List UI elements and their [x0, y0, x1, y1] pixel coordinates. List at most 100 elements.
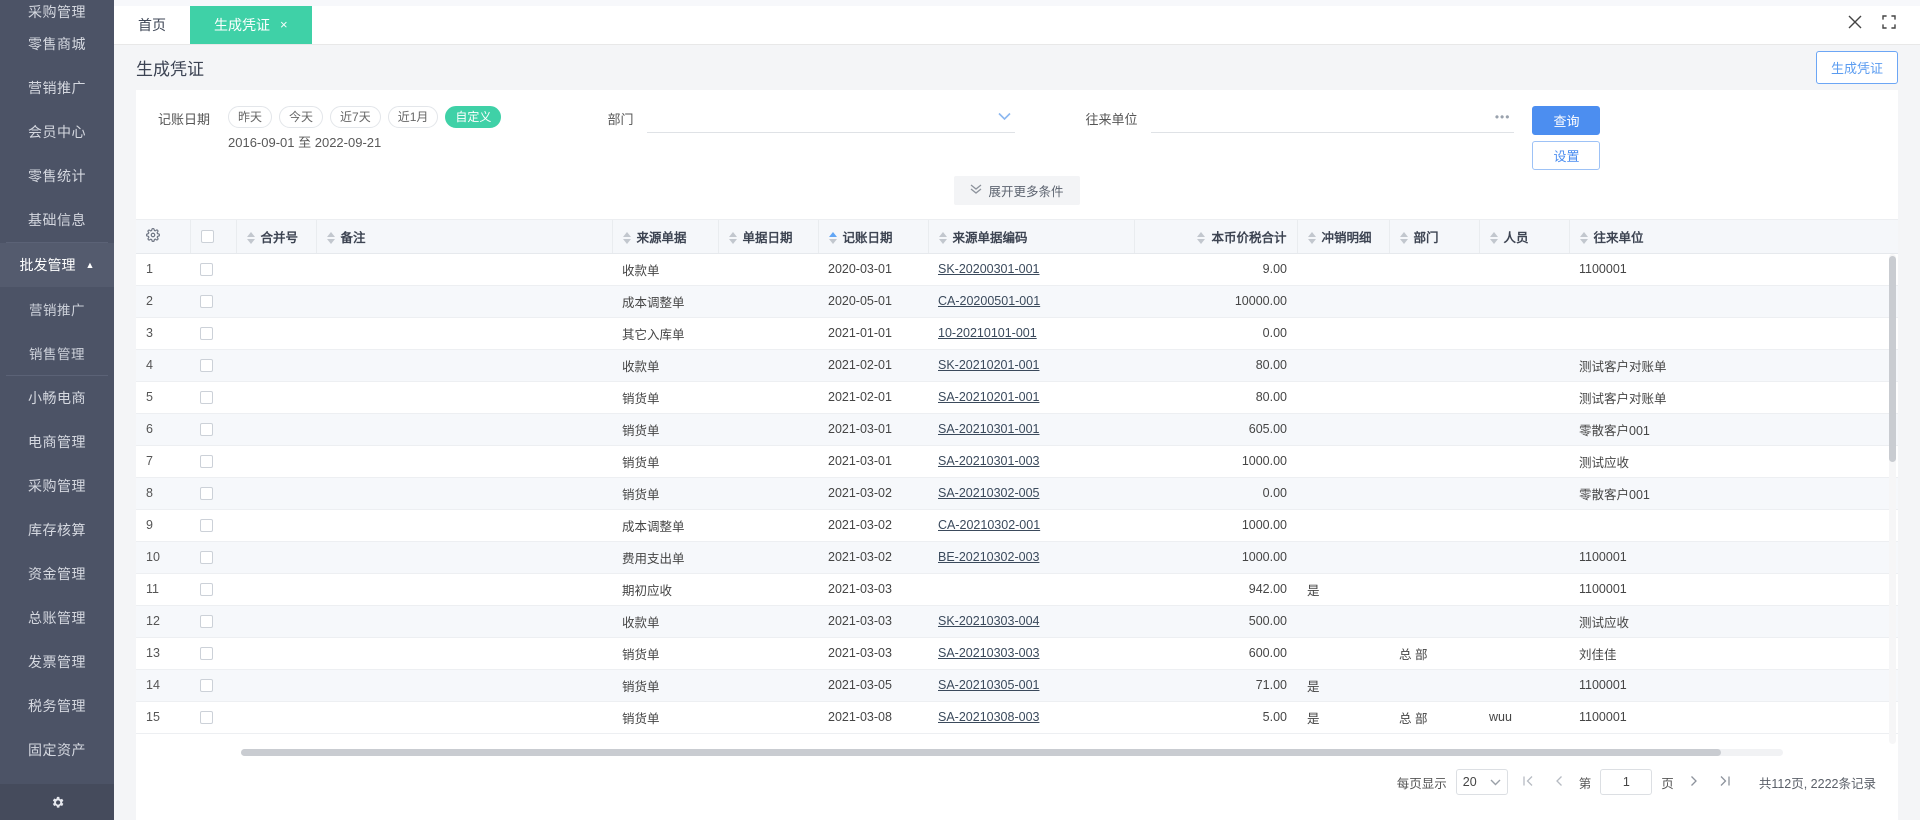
tab-close-icon[interactable]: × — [280, 17, 288, 32]
row-checkbox[interactable] — [200, 263, 213, 277]
row-checkbox[interactable] — [200, 327, 213, 341]
horizontal-scrollbar-thumb[interactable] — [241, 749, 1721, 756]
sidebar-item-9[interactable]: 电商管理 — [0, 420, 114, 464]
sort-icon[interactable] — [1489, 232, 1499, 245]
cell-check[interactable] — [190, 317, 236, 350]
sidebar-item-13[interactable]: 总账管理 — [0, 596, 114, 640]
source-code-link[interactable]: CA-20210302-001 — [938, 518, 1041, 532]
column-header-remark[interactable]: 备注 — [316, 220, 613, 254]
cell-source_code[interactable]: SK-20200301-001 — [928, 253, 1134, 286]
column-header-dept[interactable]: 部门 — [1389, 220, 1480, 254]
cell-source_code[interactable]: SA-20210305-001 — [928, 669, 1134, 702]
dept-input[interactable] — [647, 106, 1016, 133]
date-chip-0[interactable]: 昨天 — [228, 106, 273, 128]
gear-icon[interactable] — [146, 227, 160, 245]
source-code-link[interactable]: SA-20210308-003 — [938, 710, 1040, 724]
column-header-merge_no[interactable]: 合并号 — [236, 220, 317, 254]
source-code-link[interactable]: SA-20210301-001 — [938, 422, 1040, 436]
sidebar-item-8[interactable]: 小畅电商 — [0, 376, 114, 420]
cell-check[interactable] — [190, 669, 236, 702]
sidebar-item-15[interactable]: 税务管理 — [0, 684, 114, 728]
date-chip-4[interactable]: 自定义 — [445, 106, 502, 128]
table-row[interactable]: 3 其它入库单 2021-01-01 10-20210101-001 0.00 — [136, 317, 1898, 350]
select-all-checkbox[interactable] — [200, 230, 214, 244]
source-code-link[interactable]: SA-20210303-003 — [938, 646, 1040, 660]
row-checkbox[interactable] — [200, 647, 213, 661]
cell-check[interactable] — [190, 445, 236, 478]
cell-source_code[interactable]: SA-20210303-003 — [928, 637, 1134, 670]
column-header-person[interactable]: 人员 — [1479, 220, 1570, 254]
page-number-input[interactable] — [1600, 769, 1653, 795]
cell-source_code[interactable]: BE-20210302-003 — [928, 541, 1134, 574]
row-checkbox[interactable] — [200, 359, 213, 373]
cell-source_code[interactable]: 10-20210101-001 — [928, 317, 1134, 350]
sort-icon[interactable] — [1197, 232, 1206, 245]
sort-icon[interactable] — [246, 232, 256, 245]
cell-check[interactable] — [190, 413, 236, 446]
page-first-button[interactable] — [1517, 774, 1539, 790]
sidebar-item-0[interactable]: 零售商城 — [0, 22, 114, 66]
cell-source_code[interactable]: SA-20210302-005 — [928, 477, 1134, 510]
cell-check[interactable] — [190, 509, 236, 542]
table-row[interactable]: 8 销货单 2021-03-02 SA-20210302-005 0.00 零散客户001 — [136, 477, 1898, 510]
vertical-scrollbar-thumb[interactable] — [1889, 256, 1896, 462]
source-code-link[interactable]: 10-20210101-001 — [938, 326, 1037, 340]
column-header-source_doc[interactable]: 来源单据 — [612, 220, 719, 254]
table-row[interactable]: 1 收款单 2020-03-01 SK-20200301-001 9.00 1100001 — [136, 253, 1898, 286]
sidebar-item-7[interactable]: 销售管理 — [0, 331, 114, 375]
source-code-link[interactable]: BE-20210302-003 — [938, 550, 1040, 564]
table-row[interactable]: 13 销货单 2021-03-03 SA-20210303-003 600.00 总 部 刘… — [136, 637, 1898, 670]
source-code-link[interactable]: SK-20210201-001 — [938, 358, 1040, 372]
row-checkbox[interactable] — [200, 679, 213, 693]
row-checkbox[interactable] — [200, 455, 213, 469]
sidebar-item-12[interactable]: 资金管理 — [0, 552, 114, 596]
column-header-doc_date[interactable]: 单据日期 — [718, 220, 819, 254]
sort-icon[interactable] — [938, 232, 948, 245]
row-checkbox[interactable] — [200, 583, 213, 597]
sort-icon[interactable] — [828, 232, 838, 245]
cell-check[interactable] — [190, 381, 236, 414]
cell-check[interactable] — [190, 285, 236, 318]
sidebar-item-16[interactable]: 固定资产 — [0, 728, 114, 772]
sidebar-item-3[interactable]: 零售统计 — [0, 154, 114, 198]
cell-source_code[interactable]: CA-20210302-001 — [928, 509, 1134, 542]
sidebar-settings-button[interactable] — [0, 784, 114, 820]
row-checkbox[interactable] — [200, 551, 213, 565]
sidebar-group-5[interactable]: 批发管理 ▲ — [0, 243, 114, 287]
cell-check[interactable] — [190, 573, 236, 606]
horizontal-scrollbar[interactable] — [136, 746, 1898, 758]
row-checkbox[interactable] — [200, 391, 213, 405]
table-row[interactable]: 6 销货单 2021-03-01 SA-20210301-001 605.00 零散客户0… — [136, 413, 1898, 446]
table-row[interactable]: 9 成本调整单 2021-03-02 CA-20210302-001 1000.00 — [136, 509, 1898, 542]
tab-home[interactable]: 首页 — [114, 5, 190, 44]
page-prev-button[interactable] — [1548, 774, 1570, 790]
table-row[interactable]: 11 期初应收 2021-03-03 942.00 是 1100001 — [136, 573, 1898, 606]
fullscreen-button[interactable] — [1872, 0, 1906, 44]
column-header-amount[interactable]: 本币价税合计 — [1134, 220, 1298, 254]
source-code-link[interactable]: CA-20200501-001 — [938, 294, 1041, 308]
chevron-down-icon[interactable] — [998, 110, 1012, 124]
vertical-scrollbar-track[interactable] — [1889, 254, 1896, 744]
date-chip-3[interactable]: 近1月 — [387, 106, 439, 128]
row-checkbox[interactable] — [200, 519, 213, 533]
sidebar-item-2[interactable]: 会员中心 — [0, 110, 114, 154]
sidebar-item-4[interactable]: 基础信息 — [0, 198, 114, 242]
source-code-link[interactable]: SA-20210302-005 — [938, 486, 1040, 500]
cell-source_code[interactable]: SA-20210301-003 — [928, 445, 1134, 478]
cell-source_code[interactable]: SA-20210201-001 — [928, 381, 1134, 414]
source-code-link[interactable]: SK-20200301-001 — [938, 262, 1040, 276]
sort-icon[interactable] — [728, 232, 738, 245]
more-options-icon[interactable]: ••• — [1494, 110, 1511, 124]
unit-input[interactable] — [1151, 106, 1515, 133]
cell-source_code[interactable]: SA-20210308-003 — [928, 701, 1134, 734]
cell-check[interactable] — [190, 541, 236, 574]
date-chip-2[interactable]: 近7天 — [330, 106, 381, 128]
source-code-link[interactable]: SK-20210303-004 — [938, 614, 1040, 628]
column-header-unit[interactable]: 往来单位 — [1569, 220, 1898, 254]
column-header-account_date[interactable]: 记账日期 — [818, 220, 929, 254]
tab-generate-voucher[interactable]: 生成凭证 × — [190, 5, 312, 44]
table-row[interactable]: 5 销货单 2021-02-01 SA-20210201-001 80.00 测试客户对账… — [136, 381, 1898, 414]
table-row[interactable]: 10 费用支出单 2021-03-02 BE-20210302-003 1000.00 1… — [136, 541, 1898, 574]
row-checkbox[interactable] — [200, 615, 213, 629]
generate-voucher-button[interactable]: 生成凭证 — [1815, 51, 1898, 84]
